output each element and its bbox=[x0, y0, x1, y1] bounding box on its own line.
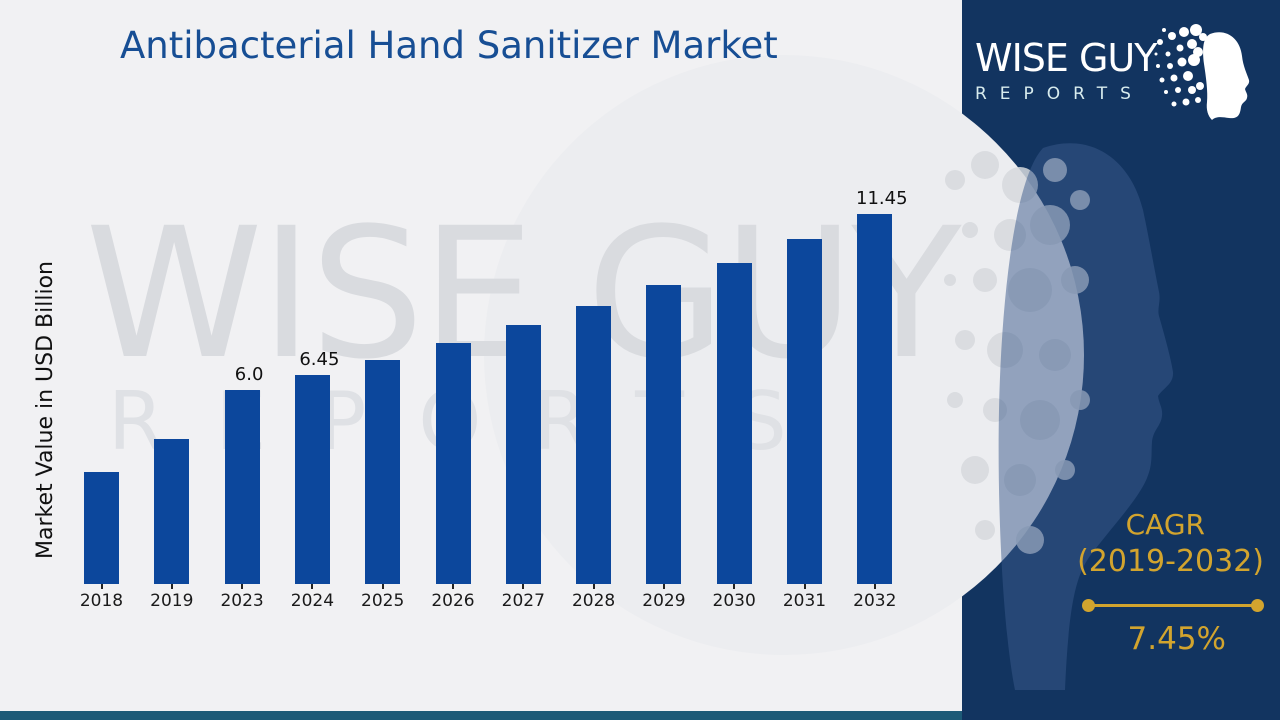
logo-face-icon bbox=[1154, 24, 1250, 120]
bar-2028 bbox=[576, 306, 612, 584]
y-axis-label: Market Value in USD Billion bbox=[33, 260, 58, 560]
cagr-period: (2019-2032) bbox=[1077, 544, 1264, 579]
bar-value-2032: 11.45 bbox=[856, 188, 908, 209]
logo: WISE GUY REPORTS bbox=[975, 36, 1157, 104]
x-label-2031: 2031 bbox=[782, 591, 827, 611]
x-tick-2030 bbox=[733, 584, 736, 589]
bar-2030 bbox=[716, 263, 752, 584]
x-label-2025: 2025 bbox=[361, 591, 405, 611]
x-tick-2026 bbox=[452, 584, 454, 589]
x-tick-2025 bbox=[381, 584, 384, 589]
bar-value-2024: 6.45 bbox=[299, 349, 340, 370]
bar-2027 bbox=[505, 325, 541, 584]
cagr-block: CAGR (2019-2032) 7.45% bbox=[1060, 508, 1268, 659]
bar-2024 bbox=[294, 375, 330, 584]
x-label-2023: 2023 bbox=[220, 591, 264, 611]
bar-2018 bbox=[84, 472, 119, 584]
x-label-2026: 2026 bbox=[431, 591, 475, 611]
x-tick-2018 bbox=[100, 584, 103, 589]
logo-wiseguy-text: WISE GUY bbox=[975, 36, 1157, 80]
x-tick-2028 bbox=[592, 584, 595, 589]
x-tick-2027 bbox=[522, 584, 525, 589]
x-tick-2031 bbox=[803, 584, 806, 589]
bar-chart: 2018 2019 2023 6.0 2024 6.45 2025 2026 2027 2028 2… bbox=[60, 150, 940, 620]
bar-2025 bbox=[365, 360, 401, 584]
x-tick-2023 bbox=[241, 584, 244, 589]
x-tick-2029 bbox=[662, 584, 665, 589]
x-label-2029: 2029 bbox=[642, 591, 686, 611]
footer-accent-bar bbox=[0, 711, 1280, 720]
page-title: Antibacterial Hand Sanitizer Market bbox=[120, 24, 778, 67]
x-label-2032: 2032 bbox=[853, 591, 897, 611]
x-label-2018: 2018 bbox=[79, 591, 124, 611]
cagr-label: CAGR bbox=[1125, 508, 1205, 541]
bar-2029 bbox=[646, 285, 682, 584]
bar-2026 bbox=[435, 343, 471, 584]
bar-2023 bbox=[224, 390, 260, 584]
x-label-2027: 2027 bbox=[501, 591, 545, 611]
face-profile-watermark-icon bbox=[998, 143, 1174, 690]
bar-2031 bbox=[787, 239, 822, 584]
bar-value-2023: 6.0 bbox=[234, 364, 264, 385]
bar-2019 bbox=[154, 439, 190, 584]
logo-reports-text: REPORTS bbox=[975, 84, 1144, 104]
x-tick-2024 bbox=[311, 584, 314, 589]
cagr-divider-line bbox=[1082, 599, 1264, 612]
x-tick-2032 bbox=[873, 584, 876, 589]
x-label-2028: 2028 bbox=[571, 591, 616, 611]
bar-2032 bbox=[857, 214, 893, 584]
x-label-2019: 2019 bbox=[150, 591, 194, 611]
x-tick-2019 bbox=[170, 584, 173, 589]
x-label-2030: 2030 bbox=[712, 591, 756, 611]
cagr-value: 7.45% bbox=[1127, 621, 1226, 657]
x-label-2024: 2024 bbox=[290, 591, 335, 611]
